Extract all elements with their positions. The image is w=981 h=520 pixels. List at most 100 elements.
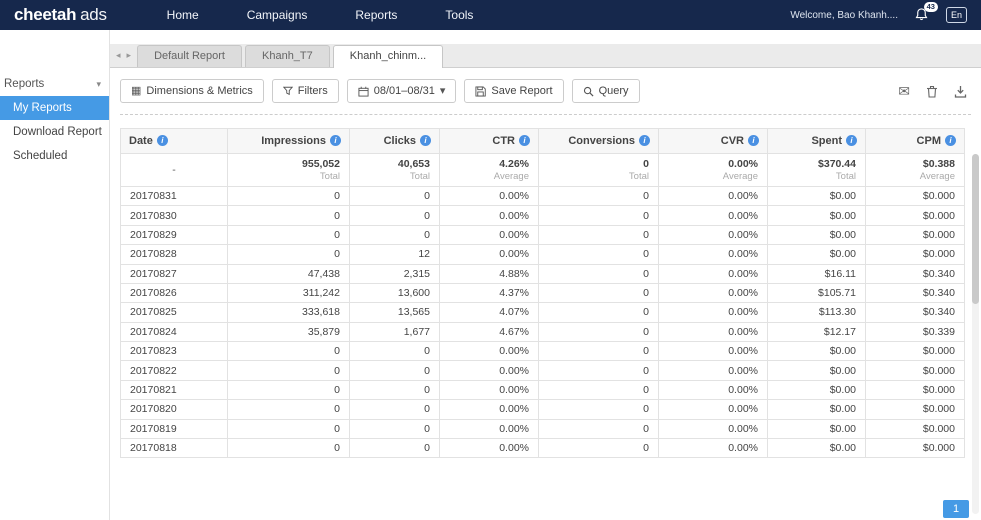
value-cell: 4.88% <box>439 263 539 284</box>
value-cell: $12.17 <box>767 321 866 343</box>
value-cell: 0 <box>227 360 350 381</box>
value-cell: 0 <box>349 205 440 226</box>
value-cell: $113.30 <box>767 302 866 323</box>
main-nav: Home Campaigns Reports Tools <box>167 8 474 22</box>
date-cell: 20170819 <box>120 418 228 439</box>
value-cell: $0.000 <box>865 399 965 420</box>
value-cell: 333,618 <box>227 302 350 323</box>
value-cell: 0 <box>538 360 659 381</box>
summary-cell-spent: $370.44 Total <box>767 153 866 187</box>
date-range-label: 08/01–08/31 <box>373 85 435 97</box>
value-cell: 0.00% <box>439 244 539 265</box>
value-cell: 0 <box>349 340 440 362</box>
value-cell: 0 <box>349 437 440 459</box>
scrollbar-thumb[interactable] <box>972 154 979 304</box>
value-cell: 0.00% <box>658 244 768 265</box>
tab-khanh-t7[interactable]: Khanh_T7 <box>245 45 330 67</box>
notifications-bell-icon[interactable]: 43 <box>914 2 938 23</box>
value-cell: $0.340 <box>865 302 965 323</box>
sidebar-item-my-reports[interactable]: My Reports <box>0 96 109 120</box>
value-cell: $16.11 <box>767 263 866 284</box>
value-cell: 4.37% <box>439 282 539 304</box>
funnel-icon <box>282 86 293 96</box>
sidebar-item-scheduled[interactable]: Scheduled <box>13 150 68 162</box>
sidebar-section-reports[interactable]: Reports ▾ <box>0 72 109 96</box>
info-icon[interactable] <box>748 135 759 146</box>
info-icon[interactable] <box>420 135 431 146</box>
table-row: 20170823 0 0 0.00% 0 0.00% $0.00 $0.000 <box>120 340 965 362</box>
table-row: 20170827 47,438 2,315 4.88% 0 0.00% $16.11 $0.3… <box>120 263 965 284</box>
summary-cell-cpm: $0.388 Average <box>865 153 965 187</box>
value-cell: 0 <box>227 224 350 246</box>
value-cell: 47,438 <box>227 263 350 284</box>
value-cell: 0.00% <box>658 282 768 304</box>
column-header-spent: Spent <box>767 128 866 154</box>
nav-item-home[interactable]: Home <box>166 8 199 22</box>
email-report-icon[interactable]: ✉ <box>898 83 910 99</box>
dimensions-metrics-button[interactable]: ▦ Dimensions & Metrics <box>120 79 264 103</box>
value-cell: $0.340 <box>865 263 965 284</box>
language-selector[interactable]: En <box>945 7 967 23</box>
summary-cell-impressions: 955,052 Total <box>227 153 350 187</box>
value-cell: 0 <box>538 263 659 284</box>
value-cell: $0.000 <box>865 418 965 439</box>
date-cell: 20170823 <box>120 340 228 362</box>
info-icon[interactable] <box>156 135 168 146</box>
toolbar-right-icons: ✉ <box>898 84 971 98</box>
tab-default-report[interactable]: Default Report <box>137 45 242 67</box>
info-icon[interactable] <box>519 135 530 146</box>
value-cell: $0.00 <box>767 244 866 265</box>
notification-count-badge: 43 <box>923 2 938 12</box>
value-cell: $0.000 <box>865 360 965 381</box>
tab-scroll-left-icon[interactable]: ◂ <box>116 50 121 60</box>
summary-cell-cvr: 0.00% Average <box>658 153 768 187</box>
welcome-user-text[interactable]: Welcome, Bao Khanh.... <box>790 9 898 21</box>
column-header-clicks: Clicks <box>349 128 440 154</box>
info-icon[interactable] <box>330 135 341 146</box>
table-row: 20170818 0 0 0.00% 0 0.00% $0.00 $0.000 <box>120 437 965 459</box>
value-cell: $0.000 <box>865 437 965 459</box>
info-icon[interactable] <box>945 135 956 146</box>
info-icon[interactable] <box>846 135 857 146</box>
value-cell: $0.00 <box>767 340 866 362</box>
value-cell: 4.07% <box>439 302 539 323</box>
summary-cell-ctr: 4.26% Average <box>439 153 539 187</box>
save-report-button[interactable]: Save Report <box>464 79 564 103</box>
app-logo[interactable]: cheetah ads <box>14 5 107 25</box>
value-cell: 0.00% <box>439 224 539 246</box>
value-cell: 1,677 <box>349 321 440 343</box>
value-cell: 0 <box>227 399 350 420</box>
summary-cell-conversions: 0 Total <box>538 153 659 187</box>
value-cell: 0.00% <box>439 418 539 439</box>
delete-report-icon[interactable] <box>926 85 938 98</box>
nav-item-reports[interactable]: Reports <box>355 8 398 22</box>
value-cell: 0.00% <box>439 185 539 207</box>
vertical-scrollbar[interactable] <box>972 154 979 514</box>
table-row: 20170831 0 0 0.00% 0 0.00% $0.00 $0.000 <box>120 185 965 207</box>
value-cell: 0.00% <box>439 205 539 226</box>
date-cell: 20170820 <box>120 399 228 420</box>
download-icon[interactable] <box>954 85 967 98</box>
nav-item-tools[interactable]: Tools <box>445 8 474 22</box>
column-header-ctr: CTR <box>439 128 539 154</box>
value-cell: 0.00% <box>439 379 539 401</box>
search-icon <box>583 86 594 97</box>
date-cell: 20170822 <box>120 360 228 381</box>
date-range-button[interactable]: 08/01–08/31 ▾ <box>346 79 457 103</box>
value-cell: 0 <box>349 418 440 439</box>
tab-khanh-chinm[interactable]: Khanh_chinm... <box>332 45 444 68</box>
info-icon[interactable] <box>639 135 650 146</box>
tab-scroll-right-icon[interactable]: ▸ <box>126 50 132 60</box>
date-cell: 20170826 <box>120 282 228 304</box>
query-button[interactable]: Query <box>571 79 640 103</box>
column-header-conversions: Conversions <box>538 128 659 154</box>
value-cell: $0.000 <box>865 185 965 207</box>
filters-button[interactable]: Filters <box>271 79 339 103</box>
sidebar-item-download-report[interactable]: Download Report <box>13 126 102 138</box>
value-cell: 0 <box>349 399 440 420</box>
nav-item-campaigns[interactable]: Campaigns <box>246 8 308 22</box>
pagination-page-1[interactable]: 1 <box>943 500 969 518</box>
value-cell: $0.000 <box>865 205 965 226</box>
value-cell: 0.00% <box>658 399 768 420</box>
value-cell: 4.67% <box>439 321 539 343</box>
